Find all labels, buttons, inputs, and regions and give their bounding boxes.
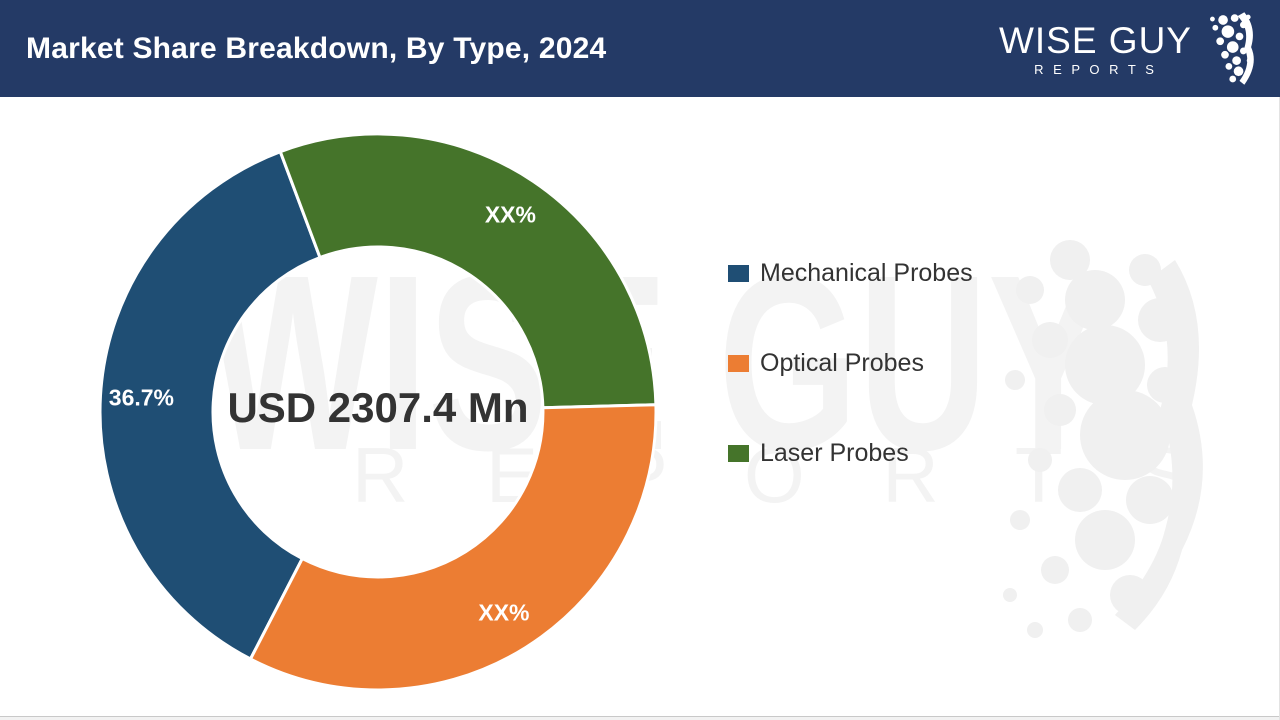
logo-face-icon (1210, 11, 1254, 85)
donut-center-value: USD 2307.4 Mn (227, 384, 529, 431)
legend-swatch-green-icon (728, 445, 749, 462)
header-bar: Market Share Breakdown, By Type, 2024 WI… (0, 0, 1280, 97)
slice-label-laser: XX% (484, 201, 536, 228)
legend-swatch-orange-icon (728, 355, 749, 372)
slice-label-mechanical: 36.7% (108, 384, 175, 411)
logo-wiseguy-label: WISE GUY (998, 19, 1192, 61)
legend-label: Laser Probes (760, 439, 909, 467)
donut-slice-mechanical-probes (98, 150, 322, 661)
legend-item-laser: Laser Probes (728, 439, 909, 468)
legend-swatch-blue-icon (728, 265, 749, 282)
donut-slice-optical-probes (249, 403, 658, 692)
slice-label-optical: XX% (478, 599, 530, 626)
legend-item-optical: Optical Probes (728, 349, 924, 378)
donut-slice-laser-probes (278, 132, 658, 410)
wiseguy-logo: WISE GUY R E P O R T S (999, 9, 1254, 89)
page-title: Market Share Breakdown, By Type, 2024 (26, 31, 607, 65)
legend-label: Mechanical Probes (760, 259, 973, 287)
legend-item-mechanical: Mechanical Probes (728, 259, 973, 288)
bottom-divider (0, 716, 1280, 720)
logo-reports-label: R E P O R T S (1034, 61, 1157, 77)
wiseguy-logo-text: WISE GUY R E P O R T S (999, 22, 1192, 76)
legend-label: Optical Probes (760, 349, 924, 377)
